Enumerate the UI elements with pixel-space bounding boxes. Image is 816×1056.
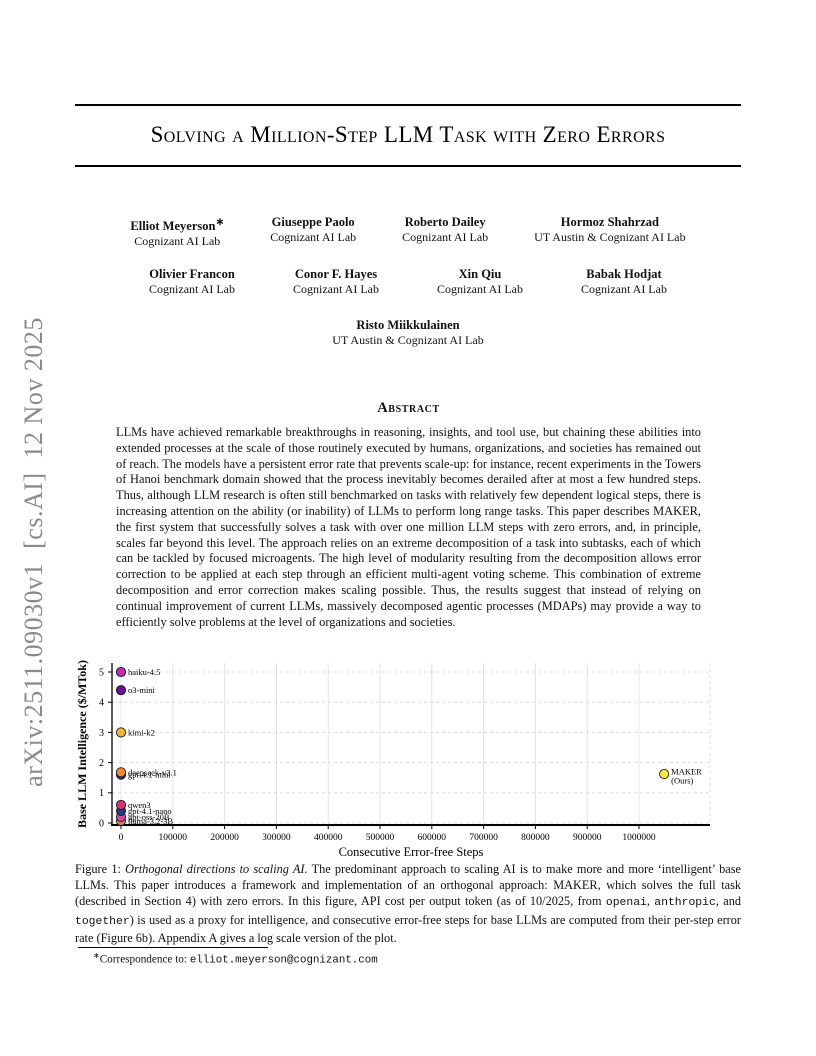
x-tick-label: 100000 <box>159 833 188 843</box>
correspondence-email: elliot.meyerson@cognizant.com <box>189 954 378 967</box>
author-block: Olivier Francon Cognizant AI Lab <box>149 267 235 297</box>
author-name: Roberto Dailey <box>404 215 486 229</box>
point-qwen3 <box>115 799 127 810</box>
point-label: (Ours) <box>671 776 693 786</box>
author-name: Olivier Francon <box>149 267 235 281</box>
point-MAKER <box>659 769 670 780</box>
paper-title: Solving a Million-Step LLM Task with Zer… <box>150 122 666 147</box>
point-label: gpt-4.1-mini <box>128 770 171 780</box>
title-rule-bottom <box>75 165 741 167</box>
author-block: Conor F. Hayes Cognizant AI Lab <box>293 267 379 297</box>
point-label: gpt-oss-20B <box>128 812 170 822</box>
author-block: Roberto Dailey Cognizant AI Lab <box>402 215 488 249</box>
x-tick-label: 900000 <box>573 833 602 843</box>
figure-1-caption: Figure 1: Orthogonal directions to scali… <box>75 861 741 946</box>
x-axis-label: Consecutive Error-free Steps <box>339 845 484 859</box>
caption-segment: , <box>646 894 655 909</box>
x-tick-label: 0 <box>119 833 124 843</box>
caption-segment: , and <box>715 894 741 909</box>
correspondence-footnote: ∗Correspondence to: elliot.meyerson@cogn… <box>93 951 713 967</box>
author-block: Babak Hodjat Cognizant AI Lab <box>581 267 667 297</box>
point-label: kimi-k2 <box>128 727 155 737</box>
author-affiliation: Cognizant AI Lab <box>149 282 236 296</box>
caption-segment: openai <box>605 897 647 910</box>
author-block: Giuseppe Paolo Cognizant AI Lab <box>270 215 356 249</box>
x-tick-label: 800000 <box>521 833 550 843</box>
author-row-3: Risto Miikkulainen UT Austin & Cognizant… <box>75 318 741 348</box>
y-tick-label: 0 <box>99 818 104 829</box>
author-block: Hormoz Shahrzad UT Austin & Cognizant AI… <box>534 215 685 249</box>
figure-1: 0 100000 200000 300000 400000 500000 600000 700… <box>75 655 741 860</box>
author-name: Elliot Meyerson∗ <box>130 217 225 234</box>
x-tick-label: 600000 <box>418 833 447 843</box>
y-tick-label: 5 <box>99 667 104 678</box>
point-deepseek-v3.1 <box>115 767 127 778</box>
point-o3-mini <box>115 685 127 696</box>
author-affiliation: Cognizant AI Lab <box>580 282 667 296</box>
x-tick-label: 1000000 <box>622 833 656 843</box>
caption-segment: Figure 1: <box>75 862 126 876</box>
footnote-text: Correspondence to: <box>99 953 190 966</box>
point-label: MAKER <box>671 767 702 777</box>
abstract-text: LLMs have achieved remarkable breakthrou… <box>116 425 701 629</box>
point-label: gpt-4.1-nano <box>128 806 172 816</box>
author-name: Conor F. Hayes <box>294 267 378 281</box>
y-tick-label: 2 <box>99 758 104 769</box>
author-block: Risto Miikkulainen UT Austin & Cognizant… <box>332 318 483 348</box>
point-label: llama-3.2-3B <box>128 816 173 826</box>
caption-segment: The predominant approach to scaling AI i… <box>75 862 741 909</box>
abstract-heading: Abstract <box>377 400 440 416</box>
y-tick-label: 1 <box>99 788 104 799</box>
y-tick-label: 4 <box>99 698 104 709</box>
point-label: haiku-4.5 <box>128 667 160 677</box>
footnote-marker: ∗ <box>93 951 100 960</box>
author-name: Babak Hodjat <box>586 267 662 281</box>
footnote-rule <box>78 947 268 948</box>
author-row-1: Elliot Meyerson∗ Cognizant AI Lab Giusep… <box>75 215 741 249</box>
point-kimi-k2 <box>115 727 127 738</box>
x-tick-label: 500000 <box>366 833 395 843</box>
author-block: Xin Qiu Cognizant AI Lab <box>437 267 523 297</box>
author-row-2: Olivier Francon Cognizant AI Lab Conor F… <box>75 267 741 297</box>
x-tick-label: 300000 <box>262 833 291 843</box>
author-name: Giuseppe Paolo <box>271 215 355 229</box>
caption-segment: Orthogonal directions to scaling AI. <box>125 862 308 876</box>
author-affiliation: Cognizant AI Lab <box>134 234 221 249</box>
author-affiliation: UT Austin & Cognizant AI Lab <box>534 230 686 244</box>
figure-1-chart: 0 100000 200000 300000 400000 500000 600000 700… <box>75 660 711 859</box>
caption-segment: together <box>75 915 130 928</box>
author-affiliation: Cognizant AI Lab <box>293 282 379 296</box>
author-name: Risto Miikkulainen <box>356 318 460 332</box>
author-affiliation: Cognizant AI Lab <box>437 282 523 296</box>
point-haiku-4.5 <box>115 666 127 678</box>
x-tick-label: 200000 <box>210 833 239 843</box>
x-tick-label: 700000 <box>469 833 498 843</box>
point-label: o3-mini <box>128 685 156 695</box>
point-label: deepseek-v3.1 <box>128 767 177 777</box>
author-name: Xin Qiu <box>458 267 502 281</box>
caption-segment: ) is used as a proxy for intelligence, a… <box>75 912 741 945</box>
arxiv-watermark: arXiv:2511.09030v1 [cs.AI] 12 Nov 2025 <box>19 317 48 787</box>
author-affiliation: UT Austin & Cognizant AI Lab <box>332 333 484 347</box>
author-block: Elliot Meyerson∗ Cognizant AI Lab <box>130 215 224 249</box>
caption-segment: anthropic <box>654 897 716 910</box>
point-label: qwen3 <box>128 800 151 810</box>
author-mark: ∗ <box>215 217 225 228</box>
x-tick-label: 400000 <box>314 833 343 843</box>
author-name: Hormoz Shahrzad <box>560 215 659 229</box>
title-rule-top <box>75 104 741 107</box>
author-affiliation: Cognizant AI Lab <box>270 230 357 244</box>
author-affiliation: Cognizant AI Lab <box>402 230 489 244</box>
y-axis-label: Base LLM Intelligence ($/MTok) <box>75 660 89 828</box>
y-tick-label: 3 <box>99 728 104 739</box>
